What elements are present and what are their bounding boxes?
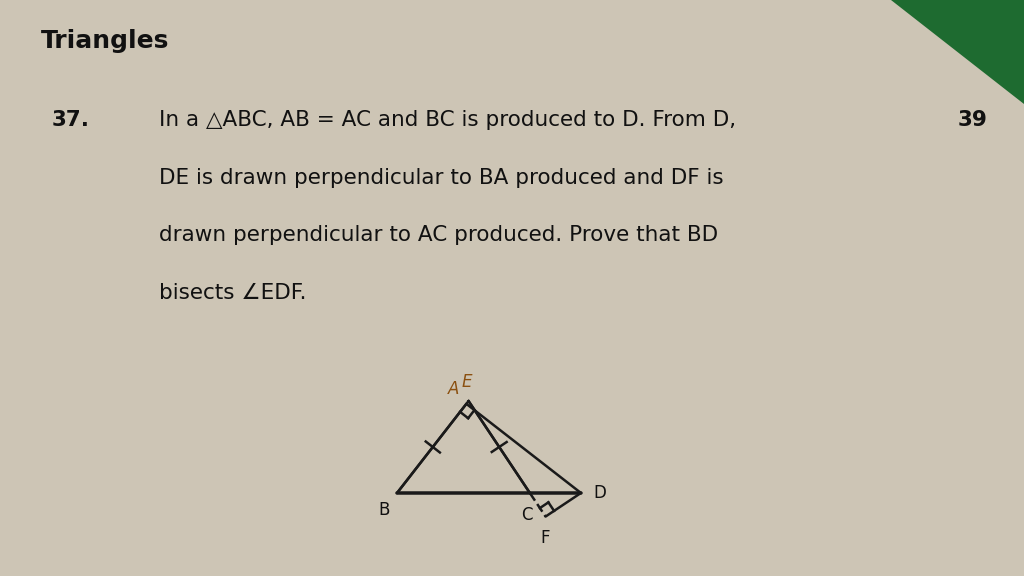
Text: 37.: 37. [51,110,89,130]
Text: DE is drawn perpendicular to BA produced and DF is: DE is drawn perpendicular to BA produced… [159,168,723,188]
Text: A: A [447,381,459,399]
Text: 39: 39 [957,110,987,130]
Text: B: B [379,501,390,518]
Text: In a △ABC, AB = AC and BC is produced to D. From D,: In a △ABC, AB = AC and BC is produced to… [159,110,736,130]
Text: F: F [541,529,550,547]
Text: E: E [461,373,472,391]
Text: Triangles: Triangles [41,29,169,53]
Polygon shape [891,0,1024,104]
Text: drawn perpendicular to AC produced. Prove that BD: drawn perpendicular to AC produced. Prov… [159,225,718,245]
Text: C: C [521,506,534,524]
Text: bisects ∠EDF.: bisects ∠EDF. [159,283,306,303]
Text: D: D [594,484,606,502]
